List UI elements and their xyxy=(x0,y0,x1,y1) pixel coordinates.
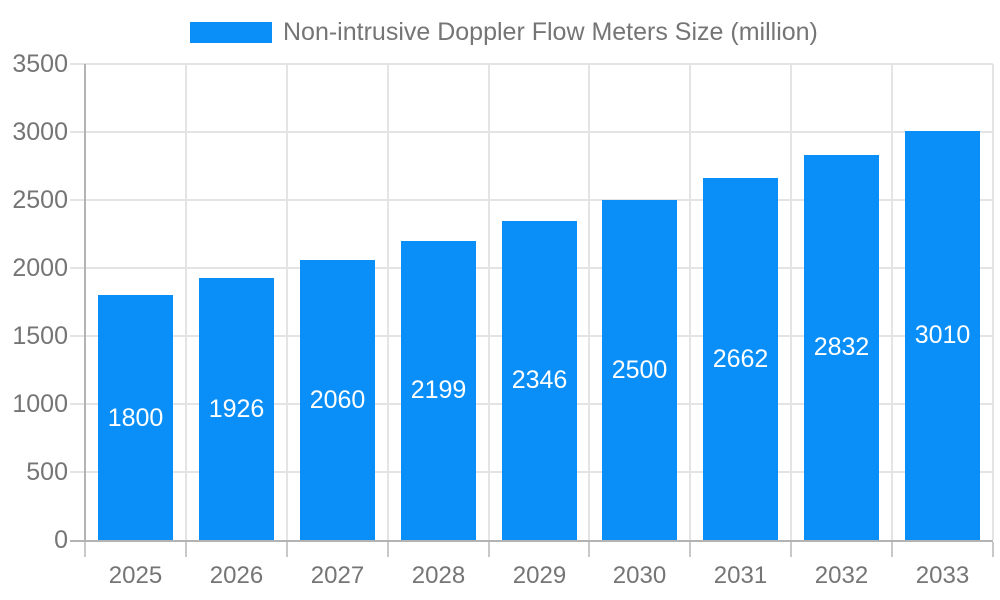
x-gridline xyxy=(689,64,691,540)
bar-value-label: 2199 xyxy=(410,376,467,404)
bar xyxy=(905,131,980,540)
x-axis-line xyxy=(70,540,993,542)
y-tick-label: 2000 xyxy=(12,254,68,282)
legend-swatch xyxy=(190,22,272,43)
y-tick-label: 2500 xyxy=(12,186,68,214)
x-category-label: 2030 xyxy=(612,562,667,589)
x-category-label: 2028 xyxy=(411,562,466,589)
bar-value-label: 2662 xyxy=(712,345,769,373)
bar-value-label: 2832 xyxy=(813,333,870,361)
x-tick xyxy=(387,542,389,557)
x-tick xyxy=(185,542,187,557)
x-category-label: 2031 xyxy=(713,562,768,589)
x-category-label: 2032 xyxy=(814,562,869,589)
x-tick xyxy=(689,542,691,557)
x-tick xyxy=(891,542,893,557)
bar xyxy=(401,241,476,540)
x-category-label: 2025 xyxy=(108,562,163,589)
y-gridline xyxy=(70,199,993,201)
x-tick xyxy=(588,542,590,557)
bar-value-label: 2500 xyxy=(611,356,668,384)
bar-value-label: 1926 xyxy=(208,395,265,423)
x-gridline xyxy=(387,64,389,540)
bar xyxy=(300,260,375,540)
x-tick xyxy=(84,542,86,557)
bar-value-label: 2346 xyxy=(511,366,568,394)
y-tick-label: 0 xyxy=(54,526,68,554)
bar-value-label: 3010 xyxy=(914,321,971,349)
x-tick xyxy=(488,542,490,557)
y-tick-label: 3000 xyxy=(12,118,68,146)
x-tick xyxy=(790,542,792,557)
legend: Non-intrusive Doppler Flow Meters Size (… xyxy=(0,0,1000,56)
x-gridline xyxy=(790,64,792,540)
bar xyxy=(98,295,173,540)
x-tick xyxy=(992,542,994,557)
x-gridline xyxy=(588,64,590,540)
x-category-label: 2029 xyxy=(512,562,567,589)
y-gridline xyxy=(70,131,993,133)
bar-value-label: 2060 xyxy=(309,386,366,414)
x-category-label: 2027 xyxy=(310,562,365,589)
y-tick-label: 3500 xyxy=(12,50,68,78)
bar xyxy=(703,178,778,540)
bar xyxy=(199,278,274,540)
x-tick xyxy=(286,542,288,557)
y-axis-line xyxy=(84,64,86,540)
x-gridline xyxy=(891,64,893,540)
bar xyxy=(602,200,677,540)
bar xyxy=(502,221,577,540)
x-gridline xyxy=(185,64,187,540)
x-gridline xyxy=(488,64,490,540)
y-tick-label: 500 xyxy=(26,458,68,486)
bar-value-label: 1800 xyxy=(107,404,164,432)
x-category-label: 2026 xyxy=(209,562,264,589)
x-category-label: 2033 xyxy=(915,562,970,589)
x-gridline xyxy=(992,64,994,540)
x-gridline xyxy=(286,64,288,540)
y-gridline xyxy=(70,63,993,65)
y-tick-label: 1500 xyxy=(12,322,68,350)
legend-label: Non-intrusive Doppler Flow Meters Size (… xyxy=(283,18,818,46)
y-tick-label: 1000 xyxy=(12,390,68,418)
bar xyxy=(804,155,879,540)
